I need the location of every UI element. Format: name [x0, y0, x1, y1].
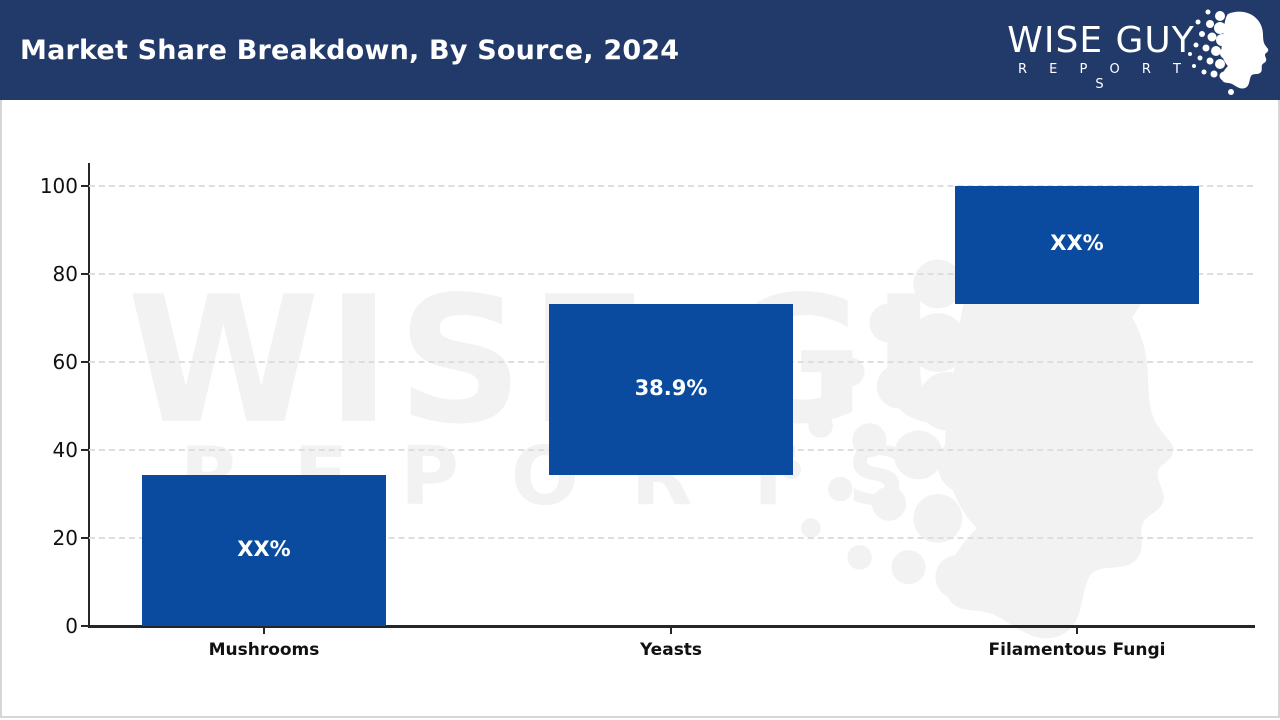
y-tick — [81, 273, 88, 275]
y-tick — [81, 361, 88, 363]
x-axis-line — [88, 625, 1255, 628]
y-tick — [81, 625, 88, 627]
x-tick — [670, 628, 672, 634]
bar — [549, 303, 793, 476]
y-tick-label: 40 — [52, 438, 78, 462]
bar-value-label: XX% — [1050, 230, 1104, 255]
logo-wordmark: WISE GUY — [1007, 20, 1195, 61]
x-tick — [1076, 628, 1078, 634]
bar — [142, 475, 386, 626]
y-tick-label: 60 — [52, 350, 78, 374]
bar-value-label: XX% — [237, 536, 291, 561]
page-title: Market Share Breakdown, By Source, 2024 — [20, 34, 680, 66]
header-bar: Market Share Breakdown, By Source, 2024 … — [0, 0, 1280, 100]
x-tick — [263, 628, 265, 634]
gridline — [89, 537, 1253, 539]
logo-face-icon — [1188, 9, 1269, 95]
y-tick-label: 80 — [52, 262, 78, 286]
gridline — [89, 273, 1253, 275]
wise-guy-reports-logo: WISE GUY R E P O R T S — [1000, 0, 1270, 100]
y-axis-line — [88, 163, 90, 627]
x-category-label: Filamentous Fungi — [988, 640, 1166, 660]
x-category-label: Mushrooms — [208, 640, 320, 660]
bar — [955, 186, 1199, 304]
logo-subtitle: R E P O R T S — [1018, 62, 1190, 92]
y-tick — [81, 537, 88, 539]
y-tick — [81, 185, 88, 187]
y-tick — [81, 449, 88, 451]
bar-value-label: 38.9% — [634, 375, 708, 400]
y-tick-label: 100 — [39, 174, 78, 198]
y-tick-label: 0 — [65, 614, 78, 638]
gridline — [89, 185, 1253, 187]
y-tick-label: 20 — [52, 526, 78, 550]
x-category-label: Yeasts — [639, 640, 703, 660]
